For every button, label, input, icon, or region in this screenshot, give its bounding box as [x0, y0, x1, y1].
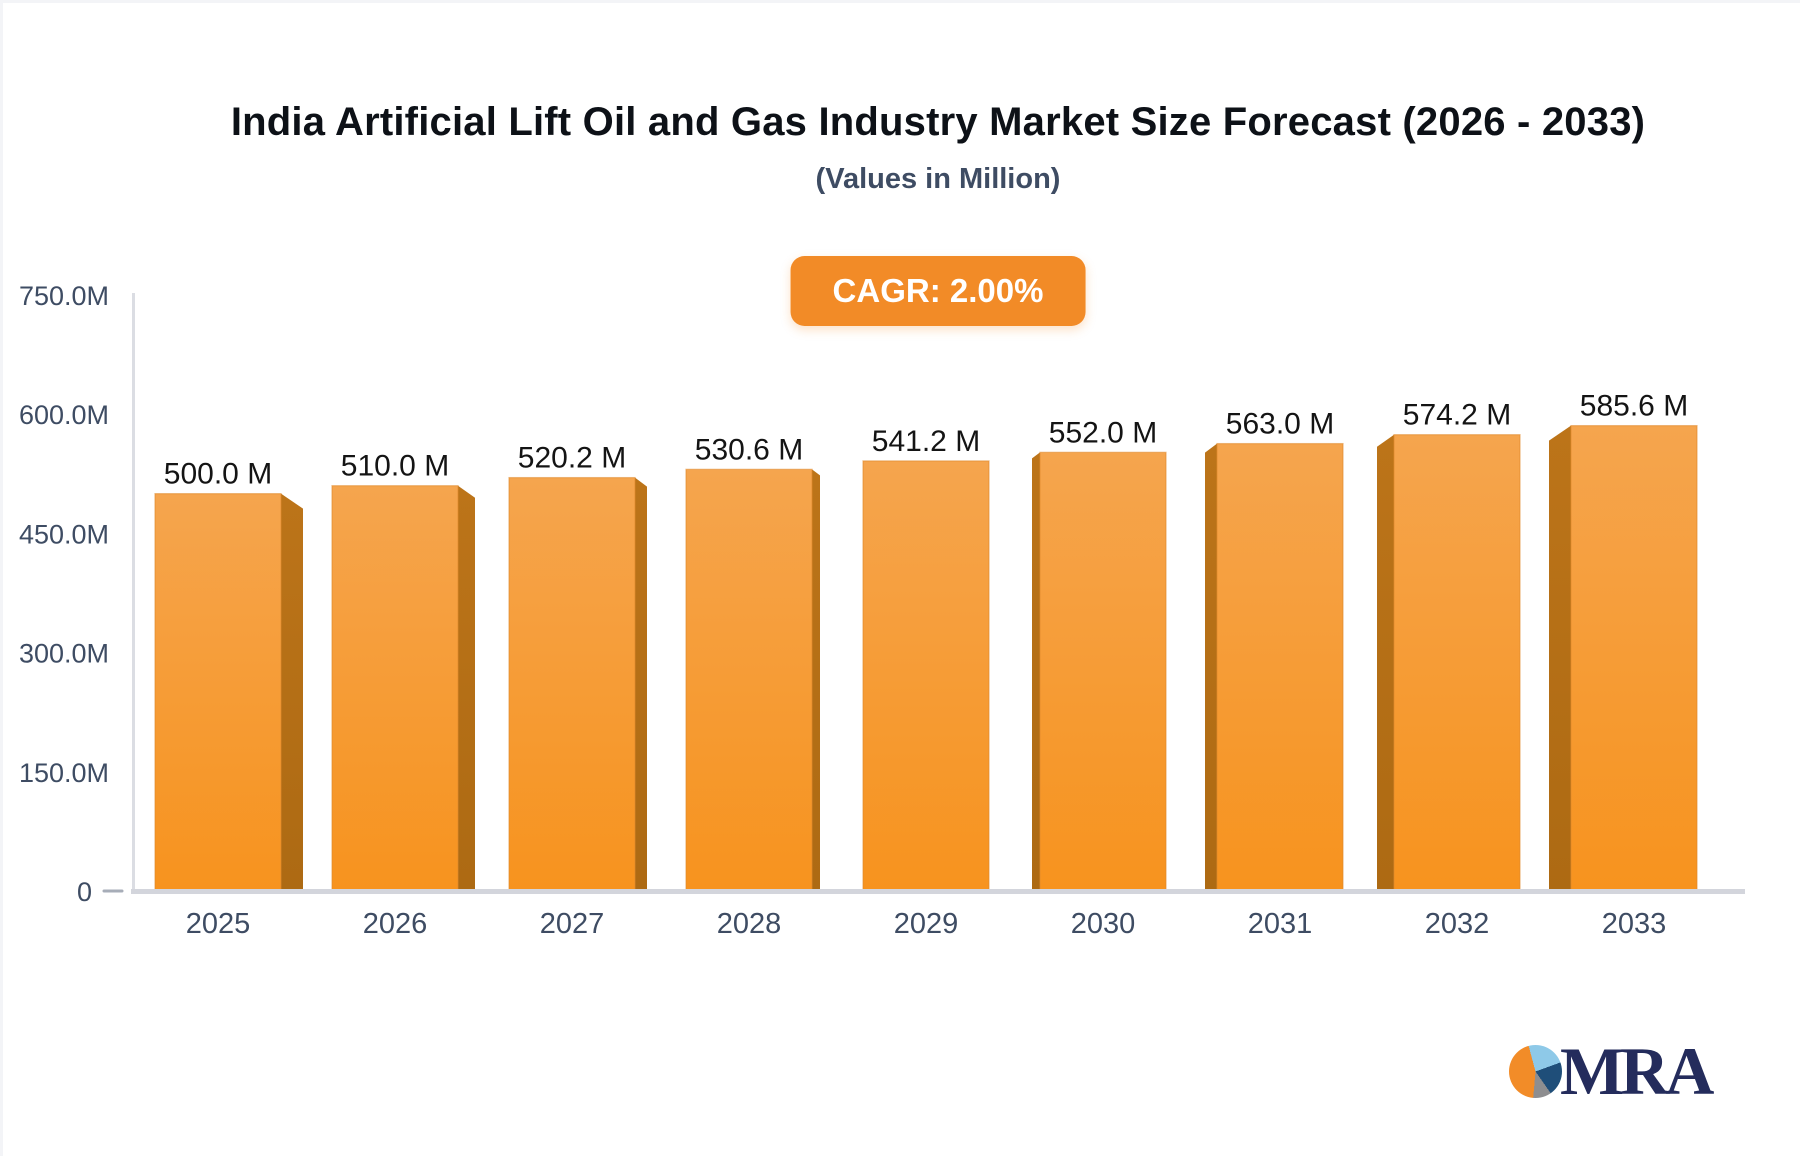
y-axis-tick-label: 0 [77, 877, 92, 907]
bar-value-label: 500.0 M [164, 458, 272, 491]
bar-front-face [331, 485, 459, 892]
bar-value-label: 563.0 M [1226, 408, 1334, 441]
bar-chart: 750.0M 600.0M 450.0M 300.0M 150.0M 0 500.0 M 20… [19, 281, 1745, 940]
mra-logo-text: MRA [1560, 1033, 1714, 1109]
bar-front-face [1216, 442, 1344, 892]
cagr-badge: CAGR: 2.00% [790, 256, 1086, 326]
bar-group-2029: 541.2 M 2029 [862, 425, 990, 940]
y-axis-tick-label: 300.0M [19, 639, 109, 669]
y-axis-tick-label: 750.0M [19, 281, 109, 311]
bar-value-label: 530.6 M [695, 433, 803, 466]
bar-group-2027: 520.2 M 2027 [508, 442, 647, 940]
bar-side-face [1205, 443, 1217, 891]
bar-value-label: 510.0 M [341, 450, 449, 483]
x-axis-label: 2025 [186, 908, 251, 940]
x-axis-label: 2030 [1071, 908, 1136, 940]
bar-group-2031: 563.0 M 2031 [1205, 408, 1344, 940]
bar-value-label: 520.2 M [518, 442, 626, 475]
bar-side-face [635, 477, 647, 891]
y-axis-tick-label: 150.0M [19, 758, 109, 788]
x-axis-label: 2028 [717, 908, 782, 940]
bar-front-face [862, 460, 990, 892]
bar-side-face [1549, 425, 1571, 891]
x-axis-label: 2026 [363, 908, 428, 940]
x-axis-label: 2033 [1602, 908, 1667, 940]
x-axis-label: 2029 [894, 908, 959, 940]
bar-front-face [685, 468, 813, 892]
bar-value-label: 585.6 M [1580, 390, 1688, 423]
x-axis-label: 2031 [1248, 908, 1313, 940]
bar-group-2025: 500.0 M 2025 [154, 458, 303, 940]
x-axis-label: 2027 [540, 908, 605, 940]
bar-value-label: 552.0 M [1049, 416, 1157, 449]
x-axis-label: 2032 [1425, 908, 1490, 940]
bar-front-face [1039, 451, 1167, 892]
bar-group-2026: 510.0 M 2026 [331, 450, 475, 940]
chart-title: India Artificial Lift Oil and Gas Indust… [230, 100, 1646, 144]
pie-chart-icon [1509, 1045, 1562, 1098]
bar-group-2030: 552.0 M 2030 [1032, 416, 1167, 940]
bar-value-label: 574.2 M [1403, 399, 1511, 432]
bar-group-2033: 585.6 M 2033 [1549, 390, 1698, 940]
chart-subtitle: (Values in Million) [815, 163, 1061, 195]
bar-front-face [1393, 434, 1521, 892]
mra-logo: MRA [1509, 1033, 1714, 1109]
y-axis-tick-label: 600.0M [19, 400, 109, 430]
bar-side-face [458, 485, 475, 891]
bar-side-face [1377, 434, 1394, 891]
bar-front-face [154, 493, 282, 892]
bar-side-face [812, 469, 820, 891]
y-axis-tick-label: 450.0M [19, 519, 109, 549]
bar-side-face [1032, 452, 1040, 891]
bar-group-2028: 530.6 M 2028 [685, 433, 820, 940]
bar-value-label: 541.2 M [872, 425, 980, 458]
bar-group-2032: 574.2 M 2032 [1377, 399, 1521, 940]
bar-side-face [281, 493, 303, 891]
bar-front-face [1570, 424, 1698, 892]
bar-front-face [508, 476, 636, 892]
